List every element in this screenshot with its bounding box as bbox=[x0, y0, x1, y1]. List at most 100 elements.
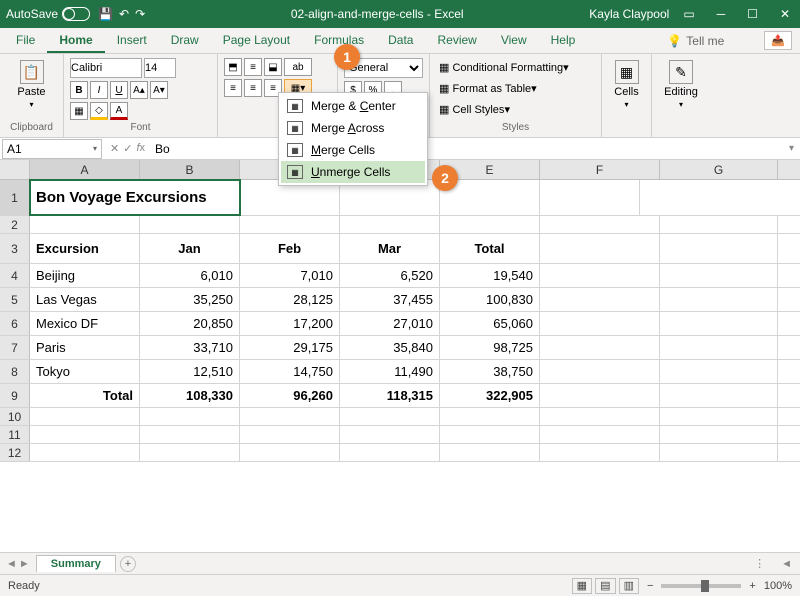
merge-menu-unmerge-cells[interactable]: ▦Unmerge Cells bbox=[281, 161, 425, 183]
cell[interactable] bbox=[540, 408, 660, 425]
cell[interactable] bbox=[660, 384, 778, 407]
column-header-B[interactable]: B bbox=[140, 160, 240, 179]
cell-feb[interactable]: 14,750 bbox=[240, 360, 340, 383]
cell[interactable] bbox=[340, 408, 440, 425]
cell-mar[interactable]: 35,840 bbox=[340, 336, 440, 359]
tab-pagelayout[interactable]: Page Layout bbox=[211, 29, 302, 53]
normal-view-icon[interactable]: ▦ bbox=[572, 578, 592, 594]
merge-menu-merge-across[interactable]: ▦Merge Across bbox=[281, 117, 425, 139]
tab-home[interactable]: Home bbox=[47, 29, 104, 53]
cells-button[interactable]: ▦ Cells ▾ bbox=[608, 58, 645, 111]
merge-menu-merge-cells[interactable]: ▦Merge Cells bbox=[281, 139, 425, 161]
cancel-formula-icon[interactable]: ✕ bbox=[110, 142, 119, 155]
cell-total-feb[interactable]: 96,260 bbox=[240, 384, 340, 407]
cell[interactable] bbox=[540, 384, 660, 407]
autosave-toggle[interactable]: AutoSave bbox=[6, 7, 90, 21]
cell-mar[interactable]: 6,520 bbox=[340, 264, 440, 287]
cell-total-grand[interactable]: 322,905 bbox=[440, 384, 540, 407]
cell-total[interactable]: 98,725 bbox=[440, 336, 540, 359]
cell[interactable] bbox=[30, 216, 140, 233]
cell[interactable] bbox=[540, 360, 660, 383]
header-jan[interactable]: Jan bbox=[140, 234, 240, 263]
cell[interactable] bbox=[30, 426, 140, 443]
cell-jan[interactable]: 12,510 bbox=[140, 360, 240, 383]
tab-file[interactable]: File bbox=[4, 29, 47, 53]
cell-title[interactable]: Bon Voyage Excursions bbox=[30, 180, 240, 215]
maximize-icon[interactable]: ☐ bbox=[743, 7, 762, 21]
add-sheet-button[interactable]: + bbox=[120, 556, 136, 572]
tab-insert[interactable]: Insert bbox=[105, 29, 159, 53]
cell[interactable] bbox=[440, 426, 540, 443]
cell[interactable] bbox=[140, 408, 240, 425]
conditional-formatting-button[interactable]: ▦ Conditional Formatting▾ bbox=[436, 58, 595, 77]
zoom-in-icon[interactable]: + bbox=[749, 580, 755, 592]
zoom-slider[interactable] bbox=[661, 584, 741, 588]
cell[interactable] bbox=[240, 408, 340, 425]
formula-bar[interactable]: Bo bbox=[151, 142, 783, 156]
save-icon[interactable]: 💾 bbox=[98, 7, 113, 21]
zoom-level[interactable]: 100% bbox=[764, 580, 792, 592]
row-header-1[interactable]: 1 bbox=[0, 180, 30, 215]
tab-data[interactable]: Data bbox=[376, 29, 425, 53]
cell[interactable] bbox=[240, 444, 340, 461]
cell[interactable] bbox=[660, 444, 778, 461]
row-header-8[interactable]: 8 bbox=[0, 360, 30, 383]
share-button[interactable]: 📤 bbox=[764, 31, 792, 50]
cell[interactable] bbox=[540, 216, 660, 233]
cell[interactable] bbox=[340, 444, 440, 461]
cell[interactable] bbox=[540, 234, 660, 263]
row-header-10[interactable]: 10 bbox=[0, 408, 30, 425]
fill-color-button[interactable]: ◇ bbox=[90, 102, 108, 120]
zoom-out-icon[interactable]: − bbox=[647, 580, 653, 592]
decrease-font-button[interactable]: A▾ bbox=[150, 81, 168, 99]
cell[interactable] bbox=[660, 360, 778, 383]
tell-me[interactable]: 💡 Tell me bbox=[667, 34, 724, 48]
cell[interactable] bbox=[660, 336, 778, 359]
fx-icon[interactable]: fx bbox=[136, 142, 145, 155]
ribbon-options-icon[interactable]: ▭ bbox=[679, 7, 698, 21]
tab-split-icon[interactable]: ◄ bbox=[773, 558, 800, 570]
next-sheet-icon[interactable]: ► bbox=[19, 558, 30, 570]
borders-button[interactable]: ▦ bbox=[70, 102, 88, 120]
cell-total[interactable]: 19,540 bbox=[440, 264, 540, 287]
select-all-corner[interactable] bbox=[0, 160, 30, 179]
row-header-6[interactable]: 6 bbox=[0, 312, 30, 335]
row-header-3[interactable]: 3 bbox=[0, 234, 30, 263]
font-size-combo[interactable] bbox=[144, 58, 176, 78]
cell[interactable] bbox=[660, 216, 778, 233]
cell-feb[interactable]: 29,175 bbox=[240, 336, 340, 359]
align-left-button[interactable]: ≡ bbox=[224, 79, 242, 97]
cell-total-jan[interactable]: 108,330 bbox=[140, 384, 240, 407]
row-header-4[interactable]: 4 bbox=[0, 264, 30, 287]
cell[interactable] bbox=[540, 180, 640, 215]
tab-review[interactable]: Review bbox=[425, 29, 488, 53]
row-header-11[interactable]: 11 bbox=[0, 426, 30, 443]
cell[interactable] bbox=[660, 408, 778, 425]
paste-button[interactable]: 📋 Paste ▾ bbox=[6, 58, 57, 111]
cell[interactable] bbox=[540, 288, 660, 311]
cell-excursion[interactable]: Beijing bbox=[30, 264, 140, 287]
column-header-F[interactable]: F bbox=[540, 160, 660, 179]
cell[interactable] bbox=[140, 426, 240, 443]
redo-icon[interactable]: ↷ bbox=[135, 7, 145, 21]
cell-total-label[interactable]: Total bbox=[30, 384, 140, 407]
cell-feb[interactable]: 17,200 bbox=[240, 312, 340, 335]
header-feb[interactable]: Feb bbox=[240, 234, 340, 263]
page-break-icon[interactable]: ▥ bbox=[619, 578, 639, 594]
tab-view[interactable]: View bbox=[489, 29, 539, 53]
font-color-button[interactable]: A bbox=[110, 102, 128, 120]
column-header-G[interactable]: G bbox=[660, 160, 778, 179]
cell[interactable] bbox=[540, 312, 660, 335]
cell-excursion[interactable]: Paris bbox=[30, 336, 140, 359]
cell-total[interactable]: 65,060 bbox=[440, 312, 540, 335]
cell-total[interactable]: 38,750 bbox=[440, 360, 540, 383]
name-box[interactable]: A1 ▾ bbox=[2, 139, 102, 159]
cell-feb[interactable]: 28,125 bbox=[240, 288, 340, 311]
expand-formula-icon[interactable]: ▾ bbox=[783, 143, 800, 154]
row-header-5[interactable]: 5 bbox=[0, 288, 30, 311]
cell[interactable] bbox=[660, 426, 778, 443]
page-layout-icon[interactable]: ▤ bbox=[595, 578, 615, 594]
toggle-icon[interactable] bbox=[62, 7, 90, 21]
tab-draw[interactable]: Draw bbox=[159, 29, 211, 53]
cell[interactable] bbox=[440, 444, 540, 461]
